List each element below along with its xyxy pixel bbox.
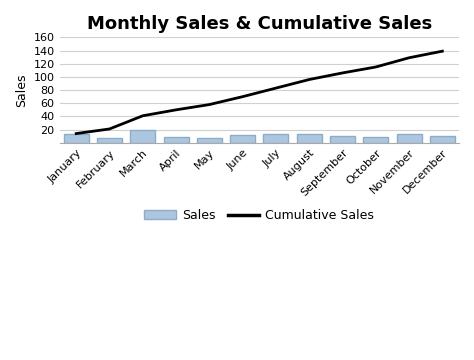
Title: Monthly Sales & Cumulative Sales: Monthly Sales & Cumulative Sales [87,15,432,33]
Bar [297,134,322,143]
Bar [397,134,421,143]
Bar [430,136,455,143]
Y-axis label: Sales: Sales [15,73,28,107]
Bar [97,138,122,143]
Bar [230,135,255,143]
Bar [64,134,89,143]
Bar [197,138,222,143]
Bar [330,136,355,143]
Bar [130,130,155,143]
Bar [264,134,288,143]
Bar [164,137,189,143]
Legend: Sales, Cumulative Sales: Sales, Cumulative Sales [139,204,379,227]
Bar [363,137,388,143]
